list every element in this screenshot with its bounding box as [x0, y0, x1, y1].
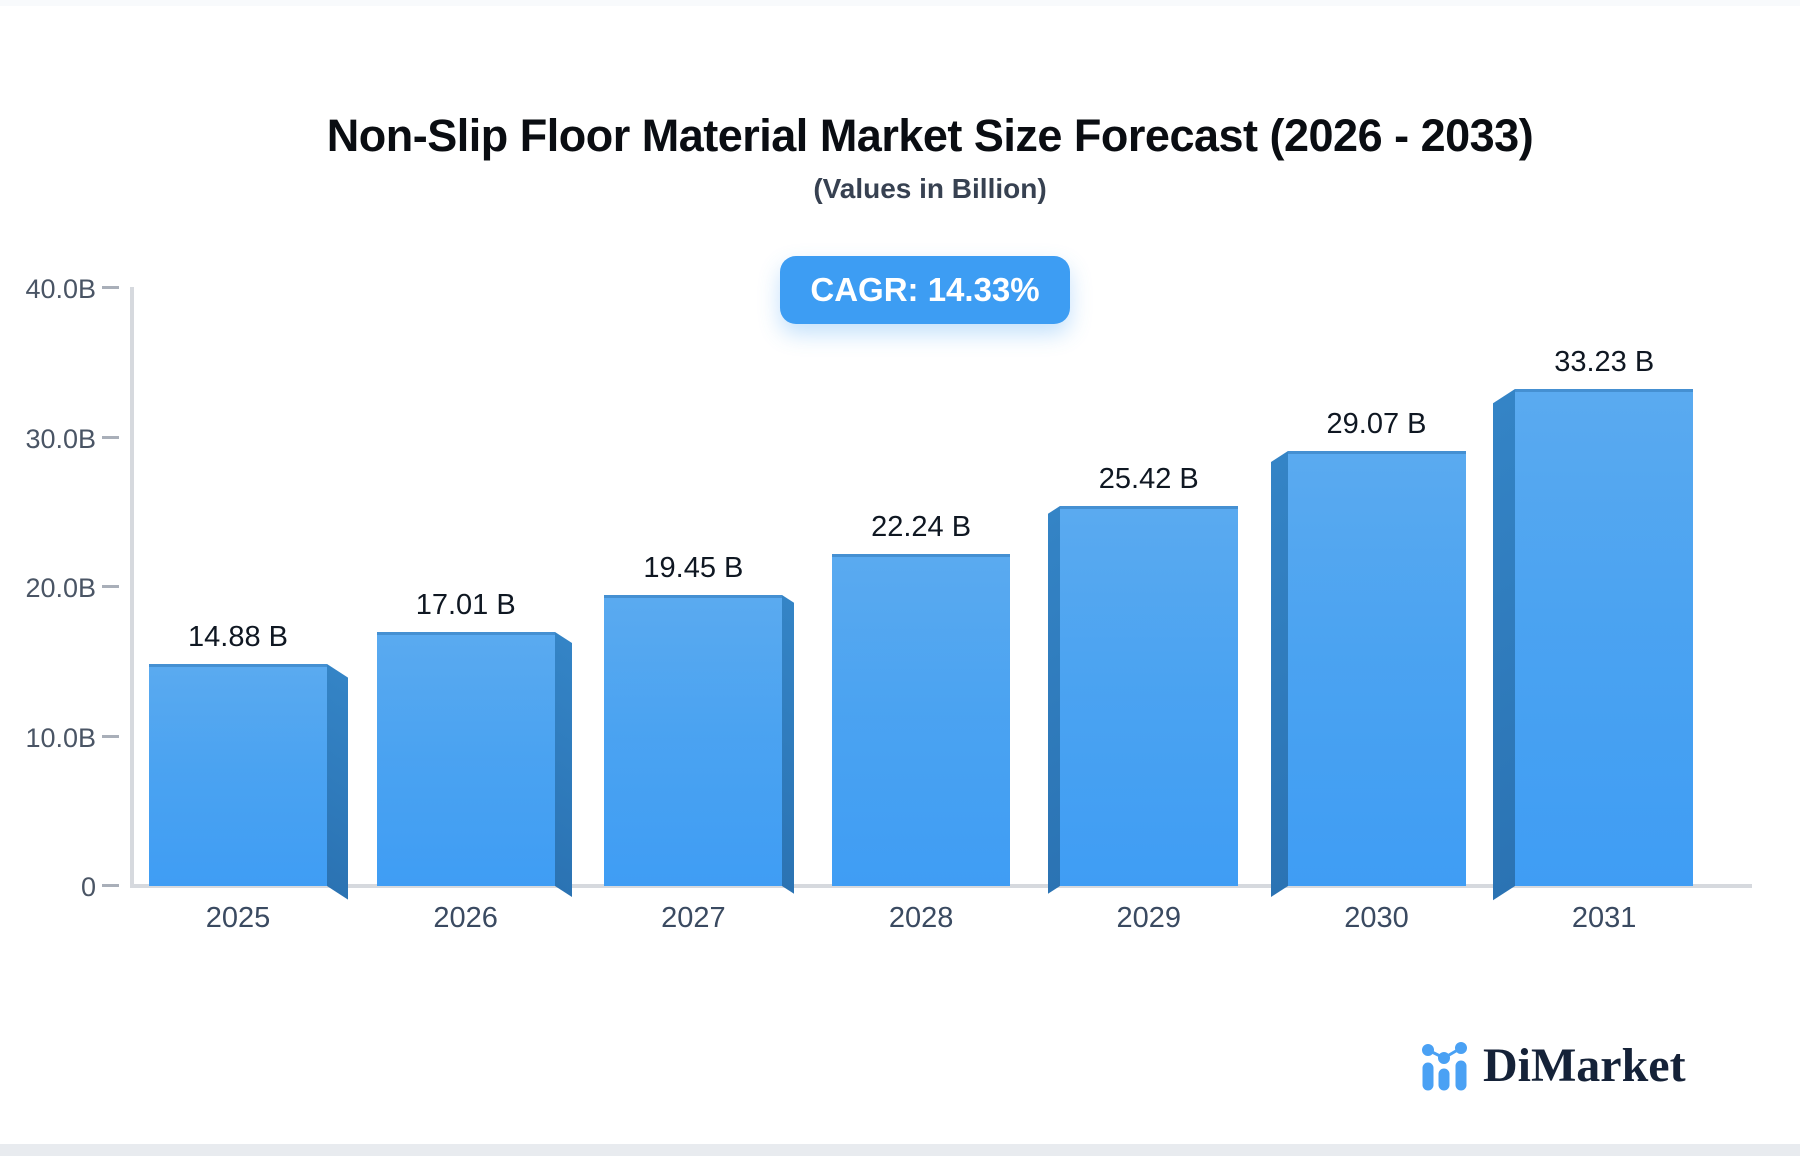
bar-value-label: 25.42 B	[1098, 463, 1199, 495]
bar-2030[interactable]	[1270, 451, 1466, 898]
y-tick-mark	[102, 435, 119, 439]
page-bottom-strip	[0, 1144, 1800, 1156]
bar-3d-side	[1047, 506, 1060, 894]
x-axis-label-2031: 2031	[1571, 902, 1637, 934]
y-tick-mark	[102, 884, 119, 887]
bar-value-label: 29.07 B	[1326, 408, 1427, 440]
bar-value-label: 14.88 B	[188, 621, 288, 653]
x-axis-label-2030: 2030	[1344, 902, 1409, 934]
cagr-badge: CAGR: 14.33%	[780, 256, 1070, 324]
bar-2029[interactable]	[1047, 506, 1238, 894]
y-tick-label: 0	[80, 872, 96, 902]
y-axis-line	[130, 287, 134, 887]
y-tick-label: 20.0B	[25, 573, 96, 603]
bar-2026[interactable]	[376, 632, 572, 898]
page-top-strip	[0, 0, 1800, 6]
bar-value-label: 22.24 B	[871, 511, 972, 543]
y-tick-label: 40.0B	[25, 274, 96, 304]
x-axis-line	[130, 884, 1752, 888]
bar-value-label: 33.23 B	[1554, 346, 1655, 378]
bar-2025[interactable]	[149, 664, 348, 900]
y-tick-mark	[102, 286, 119, 289]
bar-3d-side	[1270, 451, 1288, 898]
bar-3d-side	[782, 595, 795, 894]
x-axis-label-2028: 2028	[888, 902, 954, 934]
bar-3d-side	[1493, 389, 1516, 901]
bar-3d-side	[554, 632, 572, 898]
dimarket-logo: DiMarket	[1421, 1038, 1686, 1094]
x-axis-label-2026: 2026	[433, 902, 498, 934]
chart-title: Non-Slip Floor Material Market Size Fore…	[326, 110, 1534, 161]
x-axis-label-2025: 2025	[205, 902, 271, 934]
bar-value-label: 19.45 B	[643, 552, 744, 584]
bar-chart-trend-icon	[1422, 1042, 1467, 1091]
bar-2027[interactable]	[604, 595, 795, 894]
bar-3d-side	[327, 664, 348, 900]
y-tick-mark	[102, 734, 119, 738]
y-tick-label: 10.0B	[25, 722, 96, 753]
x-axis-label-2027: 2027	[661, 902, 726, 934]
x-axis-label-2029: 2029	[1116, 902, 1182, 934]
bar-2028[interactable]	[832, 554, 1011, 886]
y-tick-mark	[102, 585, 119, 588]
bar-2031[interactable]	[1493, 389, 1694, 901]
logo-text: DiMarket	[1483, 1039, 1686, 1092]
bar-value-label: 17.01 B	[415, 589, 516, 621]
chart-subtitle: (Values in Billion)	[813, 173, 1047, 204]
y-tick-label: 30.0B	[25, 423, 96, 454]
